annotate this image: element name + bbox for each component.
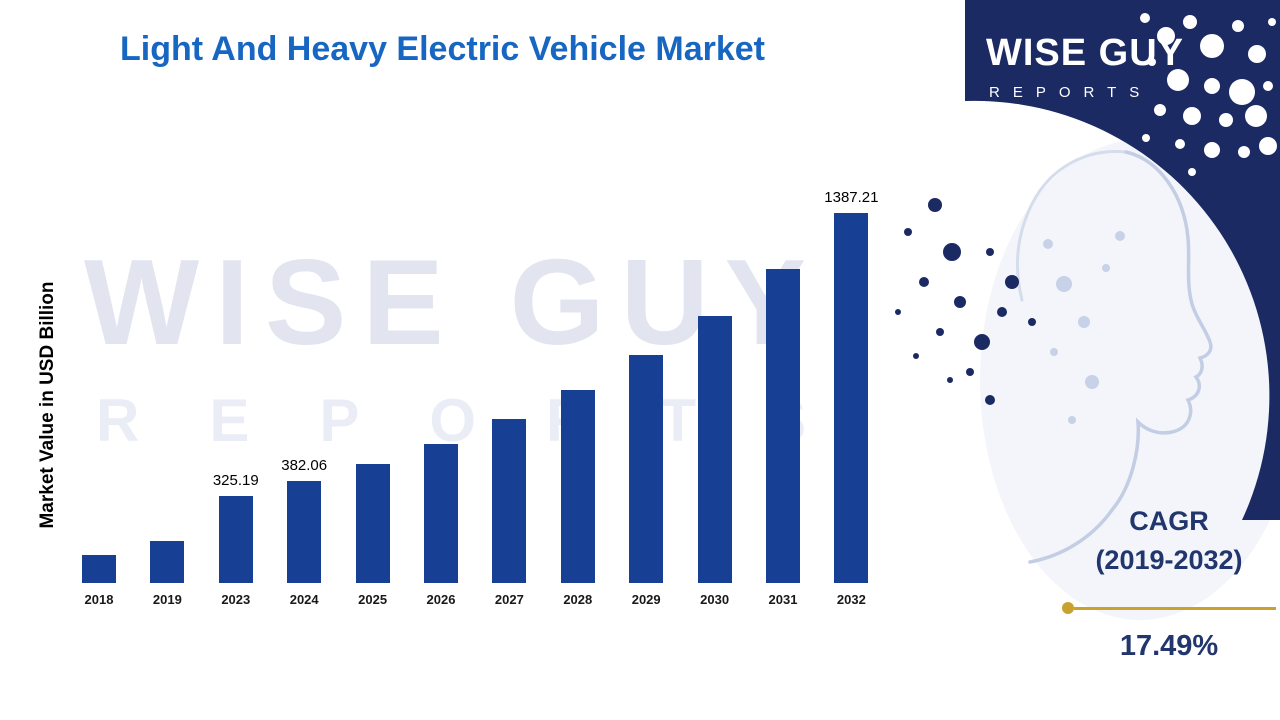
bar bbox=[697, 316, 732, 583]
bar bbox=[82, 555, 116, 583]
face-silhouette-icon bbox=[1015, 149, 1213, 564]
x-tick-label: 2032 bbox=[836, 592, 866, 607]
cagr-block: CAGR (2019-2032) 17.49% bbox=[1058, 506, 1280, 663]
scatter-dots-light-icon bbox=[1043, 231, 1125, 424]
watermark-line2: REPORTS bbox=[96, 387, 877, 454]
logo-subtitle: REPORTS bbox=[989, 84, 1153, 101]
x-tick-label: 2019 bbox=[152, 592, 182, 607]
bar-value-label: 325.19 bbox=[212, 472, 259, 489]
brand-panel bbox=[895, 0, 1280, 620]
logo-head-dots-icon bbox=[1140, 13, 1277, 176]
bar bbox=[218, 496, 253, 583]
page-title: Light And Heavy Electric Vehicle Market bbox=[120, 30, 765, 68]
logo: WISE GUY REPORTS bbox=[986, 32, 1184, 101]
watermark-line1: WISE GUY bbox=[84, 234, 823, 370]
logo-name: WISE GUY bbox=[986, 32, 1185, 74]
cagr-label: CAGR bbox=[1129, 506, 1209, 536]
bar bbox=[560, 390, 595, 583]
face-wash bbox=[980, 140, 1280, 620]
bar bbox=[287, 481, 322, 583]
cagr-value: 17.49% bbox=[1119, 630, 1219, 662]
bar bbox=[424, 444, 458, 583]
panel-shape bbox=[965, 0, 1280, 520]
cagr-divider bbox=[1062, 602, 1276, 614]
x-tick-label: 2027 bbox=[494, 592, 524, 607]
bar bbox=[834, 213, 869, 583]
x-tick-label: 2024 bbox=[289, 592, 319, 607]
cagr-period: (2019-2032) bbox=[1095, 545, 1243, 575]
bar bbox=[150, 541, 185, 583]
x-tick-label: 2030 bbox=[700, 592, 730, 607]
gold-dot-icon bbox=[1062, 602, 1074, 614]
bar-value-label: 1387.21 bbox=[824, 189, 879, 206]
x-tick-label: 2029 bbox=[631, 592, 661, 607]
gold-line bbox=[1074, 606, 1276, 610]
x-tick-label: 2026 bbox=[426, 592, 456, 607]
x-tick-label: 2028 bbox=[563, 592, 593, 607]
bar bbox=[629, 355, 664, 583]
x-tick-label: 2023 bbox=[221, 592, 251, 607]
bar-value-label: 382.06 bbox=[281, 457, 328, 474]
bar bbox=[492, 419, 527, 583]
x-tick-label: 2025 bbox=[358, 592, 388, 607]
scatter-dots-navy-icon bbox=[895, 198, 1036, 405]
bar bbox=[766, 269, 800, 583]
x-tick-label: 2031 bbox=[768, 592, 798, 607]
bar bbox=[355, 464, 390, 583]
x-tick-label: 2018 bbox=[84, 592, 114, 607]
